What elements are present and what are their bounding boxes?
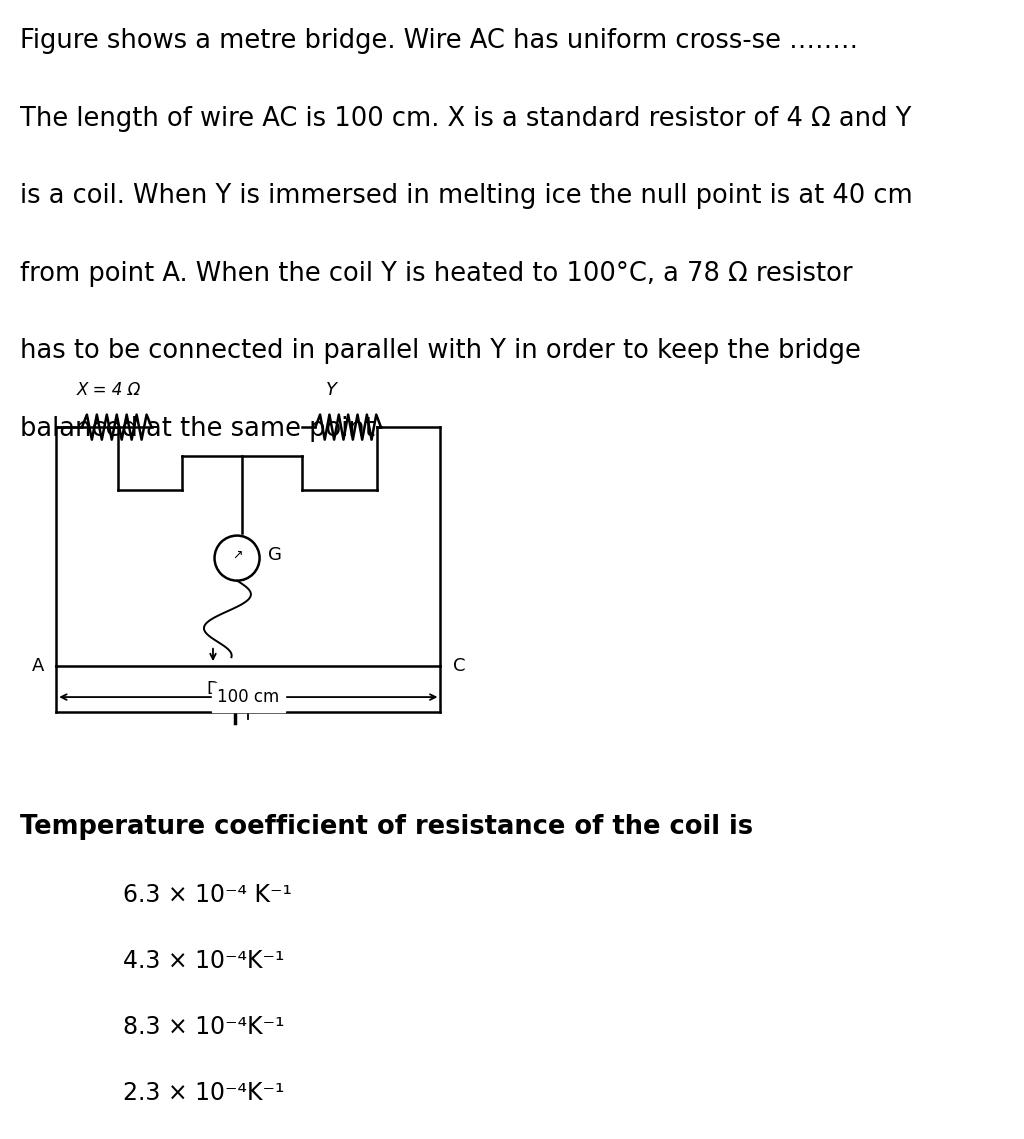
Text: from point A. When the coil Y is heated to 100°C, a 78 Ω resistor: from point A. When the coil Y is heated … xyxy=(20,261,853,287)
Text: ↗: ↗ xyxy=(231,548,243,562)
Text: 8.3 × 10⁻⁴K⁻¹: 8.3 × 10⁻⁴K⁻¹ xyxy=(123,1015,285,1039)
Text: A: A xyxy=(32,657,44,675)
Text: Figure shows a metre bridge. Wire AC has uniform cross-se ‥‥‥‥: Figure shows a metre bridge. Wire AC has… xyxy=(20,28,858,55)
Text: 4.3 × 10⁻⁴K⁻¹: 4.3 × 10⁻⁴K⁻¹ xyxy=(123,949,285,973)
Text: Temperature coefficient of resistance of the coil is: Temperature coefficient of resistance of… xyxy=(20,814,754,841)
Text: D: D xyxy=(207,680,219,698)
Text: X = 4 Ω: X = 4 Ω xyxy=(77,380,141,399)
Text: is a coil. When Y is immersed in melting ice the null point is at 40 cm: is a coil. When Y is immersed in melting… xyxy=(20,183,913,210)
Text: G: G xyxy=(268,546,282,564)
Text: Y: Y xyxy=(326,380,337,399)
Text: 2.3 × 10⁻⁴K⁻¹: 2.3 × 10⁻⁴K⁻¹ xyxy=(123,1081,285,1105)
Text: C: C xyxy=(453,657,465,675)
Text: 6.3 × 10⁻⁴ K⁻¹: 6.3 × 10⁻⁴ K⁻¹ xyxy=(123,883,292,907)
Text: The length of wire AC is 100 cm. X is a standard resistor of 4 Ω and Y: The length of wire AC is 100 cm. X is a … xyxy=(20,106,911,132)
Text: 100 cm: 100 cm xyxy=(217,688,280,706)
Text: balanced at the same point: balanced at the same point xyxy=(20,416,376,442)
Text: has to be connected in parallel with Y in order to keep the bridge: has to be connected in parallel with Y i… xyxy=(20,338,861,364)
